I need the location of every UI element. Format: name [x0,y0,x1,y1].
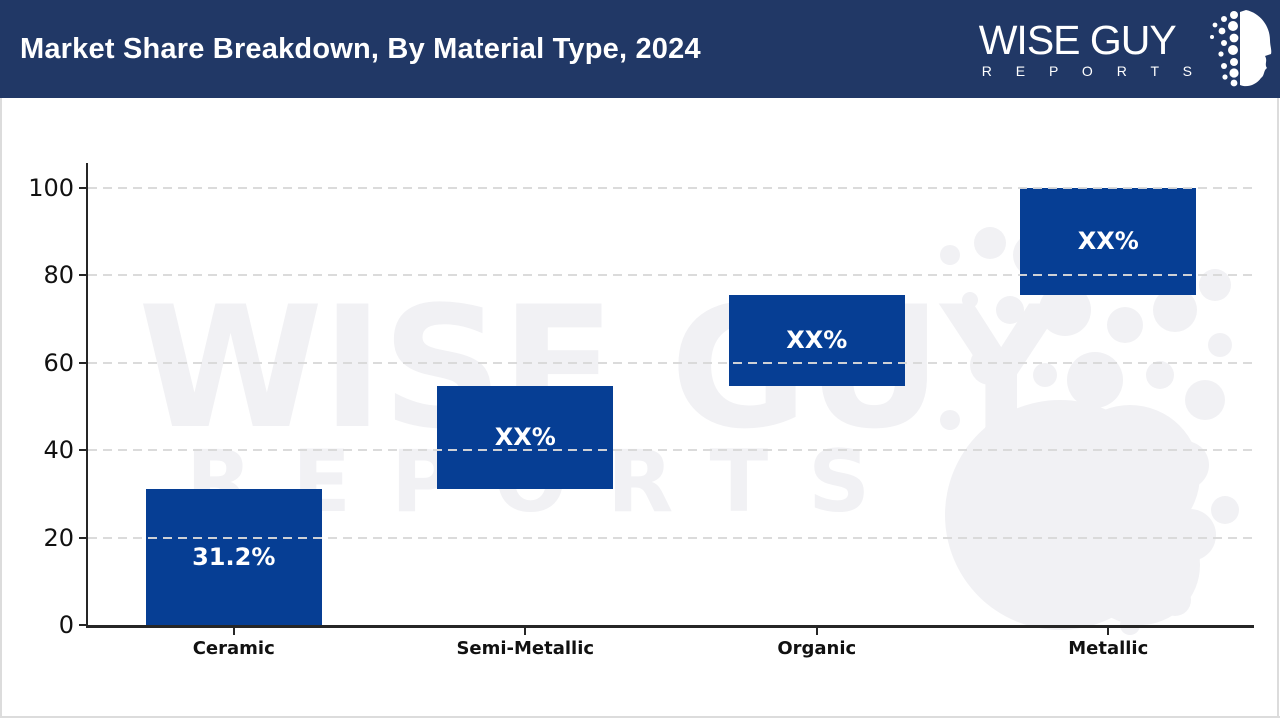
x-category-label: Organic [777,638,857,659]
y-tick-label: 100 [28,173,74,202]
y-axis-spine [86,163,88,627]
wiseguy-logo: WISE GUY R E P O R T S [979,0,1202,98]
x-tick-mark [232,626,235,635]
y-tick-label: 0 [58,611,74,639]
y-tick-mark [79,449,88,451]
gridline-100 [88,186,1254,189]
page-border-left [0,98,2,718]
y-tick-mark [79,536,88,539]
page-border-right [1277,98,1279,718]
x-category-label: Ceramic [192,638,275,659]
chart-title: Market Share Breakdown, By Material Type… [20,32,701,65]
gridline-20 [88,536,1254,539]
y-tick-mark [79,361,88,364]
gridline-40 [88,449,1254,451]
x-tick-mark [1107,626,1110,635]
header-bar: Market Share Breakdown, By Material Type… [0,0,1280,98]
y-tick-mark [79,274,88,276]
bar-value-label: 31.2% [192,542,276,571]
x-tick-mark [815,626,818,635]
bar-organic: XX% [728,294,905,386]
y-tick-label: 40 [43,436,74,464]
gridline-60 [88,361,1254,364]
logo-face-icon [1210,10,1272,87]
x-category-label: Metallic [1068,638,1149,659]
y-tick-label: 20 [43,523,74,552]
bar-value-label: XX% [786,326,848,355]
gridline-80 [88,274,1254,276]
y-tick-label: 60 [43,348,74,377]
bar-semi-metallic: XX% [437,385,614,489]
x-category-label: Semi-Metallic [456,638,595,659]
page-border-bottom [0,716,1280,718]
x-axis-spine [86,625,1254,628]
bar-ceramic: 31.2% [145,488,322,625]
y-tick-mark [79,624,88,626]
y-tick-mark [79,186,88,189]
logo-name-text: WISE GUY [978,17,1177,63]
logo-subname-text: R E P O R T S [981,63,1202,79]
y-tick-label: 80 [43,261,74,289]
x-tick-mark [524,626,527,635]
bar-metallic: XX% [1020,187,1197,295]
bar-value-label: XX% [1077,227,1139,256]
bar-value-label: XX% [494,423,556,452]
